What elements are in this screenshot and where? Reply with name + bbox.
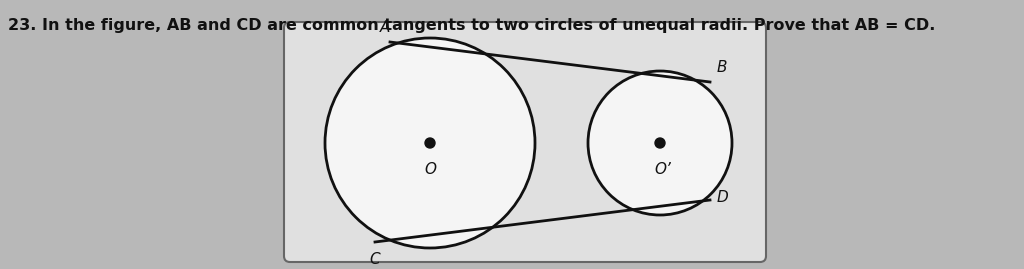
Text: C: C [370,252,380,267]
Text: A: A [380,20,390,35]
Ellipse shape [655,138,665,148]
Ellipse shape [588,71,732,215]
Text: D: D [717,190,729,206]
Ellipse shape [325,38,535,248]
FancyBboxPatch shape [284,22,766,262]
Text: O’: O’ [654,162,672,177]
Text: B: B [717,60,727,75]
Text: O: O [424,162,436,177]
Text: 23. In the figure, AB and CD are common tangents to two circles of unequal radii: 23. In the figure, AB and CD are common … [8,18,935,33]
Ellipse shape [425,138,435,148]
